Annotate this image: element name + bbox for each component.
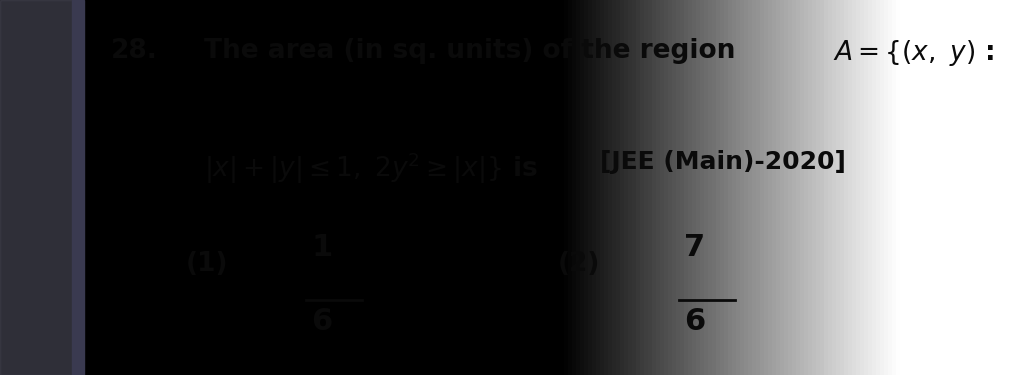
Bar <box>72 0 84 375</box>
Text: [JEE (Main)-2020]: [JEE (Main)-2020] <box>600 150 846 174</box>
Text: 28.: 28. <box>111 38 158 63</box>
Text: $|x| + |y| \leq 1,\ 2y^2 \geq |x|\}$ is: $|x| + |y| \leq 1,\ 2y^2 \geq |x|\}$ is <box>204 150 538 186</box>
Text: (2): (2) <box>558 251 600 277</box>
Text: 6: 6 <box>684 308 706 336</box>
Text: 6: 6 <box>311 308 333 336</box>
Text: (1): (1) <box>185 251 228 277</box>
Text: $A = \{(x,\ y)$ :: $A = \{(x,\ y)$ : <box>833 38 994 68</box>
Text: The area (in sq. units) of the region: The area (in sq. units) of the region <box>204 38 744 63</box>
Text: 7: 7 <box>684 232 705 261</box>
Text: 1: 1 <box>311 232 333 261</box>
Polygon shape <box>0 0 82 375</box>
